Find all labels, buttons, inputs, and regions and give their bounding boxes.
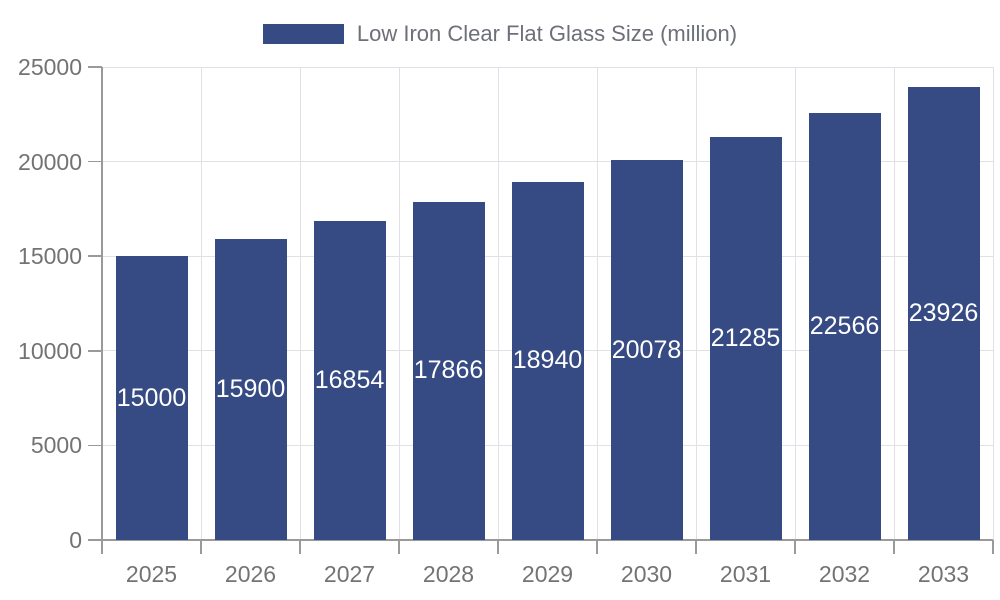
x-axis-tick xyxy=(497,540,499,554)
y-tick-label: 25000 xyxy=(18,54,82,80)
x-tick-label: 2029 xyxy=(521,561,574,587)
y-axis-tick xyxy=(88,66,102,68)
x-tick-label: 2025 xyxy=(125,561,178,587)
bar-value-label: 17866 xyxy=(413,356,484,385)
y-grid-line xyxy=(102,161,993,163)
x-axis-tick xyxy=(794,540,796,554)
x-grid-line xyxy=(200,67,202,540)
bar-value-label: 18940 xyxy=(512,346,583,375)
bar-value-label: 23926 xyxy=(908,299,979,328)
x-axis-tick xyxy=(893,540,895,554)
x-tick-label: 2030 xyxy=(620,561,673,587)
bar-2033[interactable] xyxy=(907,87,980,540)
x-axis-tick xyxy=(299,540,301,554)
bar-2026[interactable] xyxy=(214,239,287,540)
bar-value-label: 15000 xyxy=(116,383,187,412)
x-axis-tick xyxy=(695,540,697,554)
bar-value-label: 20078 xyxy=(611,335,682,364)
x-tick-label: 2032 xyxy=(818,561,871,587)
bar-value-label: 15900 xyxy=(215,375,286,404)
legend: Low Iron Clear Flat Glass Size (million) xyxy=(0,20,1000,48)
legend-label: Low Iron Clear Flat Glass Size (million) xyxy=(356,21,738,46)
bar-value-label: 16854 xyxy=(314,366,385,395)
x-tick-label: 2031 xyxy=(719,561,772,587)
y-tick-label: 15000 xyxy=(18,243,82,270)
y-grid-line xyxy=(102,66,993,68)
x-tick-label: 2028 xyxy=(422,561,475,587)
legend-swatch-icon xyxy=(262,24,344,44)
x-axis-tick xyxy=(596,540,598,554)
y-axis-line xyxy=(101,67,103,554)
x-grid-line xyxy=(299,67,301,540)
y-axis-tick xyxy=(88,255,102,257)
y-axis-tick xyxy=(88,160,102,163)
bar-2032[interactable] xyxy=(808,113,881,540)
x-tick-label: 2033 xyxy=(917,561,970,587)
legend-item[interactable]: Low Iron Clear Flat Glass Size (million) xyxy=(262,21,738,47)
x-grid-line xyxy=(398,67,400,540)
bar-2031[interactable] xyxy=(709,137,782,540)
x-grid-line xyxy=(893,67,895,540)
x-axis-tick xyxy=(992,540,994,554)
y-tick-label: 5000 xyxy=(30,432,82,459)
y-tick-label: 0 xyxy=(69,527,82,553)
x-axis-tick xyxy=(398,540,400,554)
bar-value-label: 21285 xyxy=(710,324,781,353)
x-grid-line xyxy=(497,67,499,540)
bar-2028[interactable] xyxy=(412,201,485,540)
y-tick-label: 20000 xyxy=(18,148,82,175)
x-grid-line xyxy=(794,67,796,540)
bar-2027[interactable] xyxy=(313,221,386,540)
x-tick-label: 2027 xyxy=(323,561,376,587)
bar-2029[interactable] xyxy=(511,181,584,540)
x-grid-line xyxy=(695,67,697,540)
y-tick-label: 10000 xyxy=(18,337,82,364)
y-axis-tick xyxy=(88,350,102,352)
x-axis-tick xyxy=(200,540,202,554)
bar-value-label: 22566 xyxy=(809,312,880,341)
x-grid-line xyxy=(596,67,598,540)
bar-2030[interactable] xyxy=(610,160,683,540)
y-axis-tick xyxy=(88,444,102,447)
x-grid-line xyxy=(992,67,994,540)
x-axis-line xyxy=(102,539,993,541)
x-tick-label: 2026 xyxy=(224,561,277,587)
y-axis-tick xyxy=(88,539,102,541)
bar-2025[interactable] xyxy=(115,256,188,540)
